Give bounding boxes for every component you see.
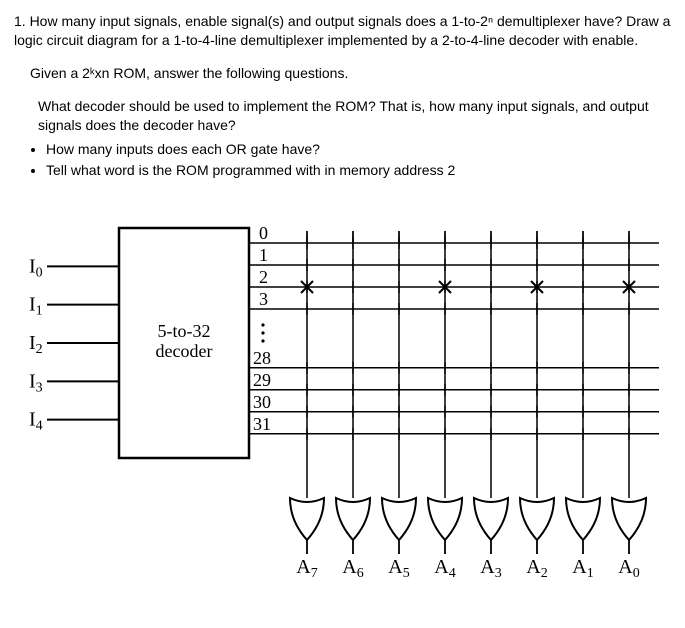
svg-text:A2: A2 [526, 556, 547, 581]
svg-text:0: 0 [259, 223, 268, 243]
svg-text:28: 28 [253, 348, 271, 368]
bullet-or-gate: How many inputs does each OR gate have? [46, 140, 671, 159]
rom-svg: 5-to-32decoder I0 I1 I2 I3 I4 0123 28293031 A7 A6… [14, 208, 674, 588]
given-line: Given a 2ᵏxn ROM, answer the following q… [30, 64, 671, 83]
svg-text:A6: A6 [342, 556, 363, 581]
svg-text:30: 30 [253, 392, 271, 412]
svg-text:3: 3 [259, 289, 268, 309]
svg-text:A0: A0 [618, 556, 639, 581]
svg-text:31: 31 [253, 414, 271, 434]
svg-text:I3: I3 [29, 371, 43, 396]
rom-diagram: 5-to-32decoder I0 I1 I2 I3 I4 0123 28293031 A7 A6… [14, 208, 671, 588]
svg-text:A1: A1 [572, 556, 593, 581]
question-1: 1. How many input signals, enable signal… [14, 12, 671, 50]
svg-text:1: 1 [259, 245, 268, 265]
svg-text:A5: A5 [388, 556, 409, 581]
svg-text:I0: I0 [29, 256, 43, 281]
svg-text:A7: A7 [296, 556, 317, 581]
svg-text:I1: I1 [29, 294, 43, 319]
svg-text:29: 29 [253, 370, 271, 390]
svg-text:I2: I2 [29, 332, 43, 357]
sub-question-decoder: What decoder should be used to implement… [38, 97, 671, 135]
svg-text:A3: A3 [480, 556, 501, 581]
svg-text:decoder: decoder [156, 341, 213, 361]
svg-text:5-to-32: 5-to-32 [158, 321, 211, 341]
bullet-list: How many inputs does each OR gate have? … [28, 140, 671, 180]
svg-text:2: 2 [259, 267, 268, 287]
svg-text:A4: A4 [434, 556, 455, 581]
bullet-address-2: Tell what word is the ROM programmed wit… [46, 161, 671, 180]
svg-text:I4: I4 [29, 409, 43, 434]
